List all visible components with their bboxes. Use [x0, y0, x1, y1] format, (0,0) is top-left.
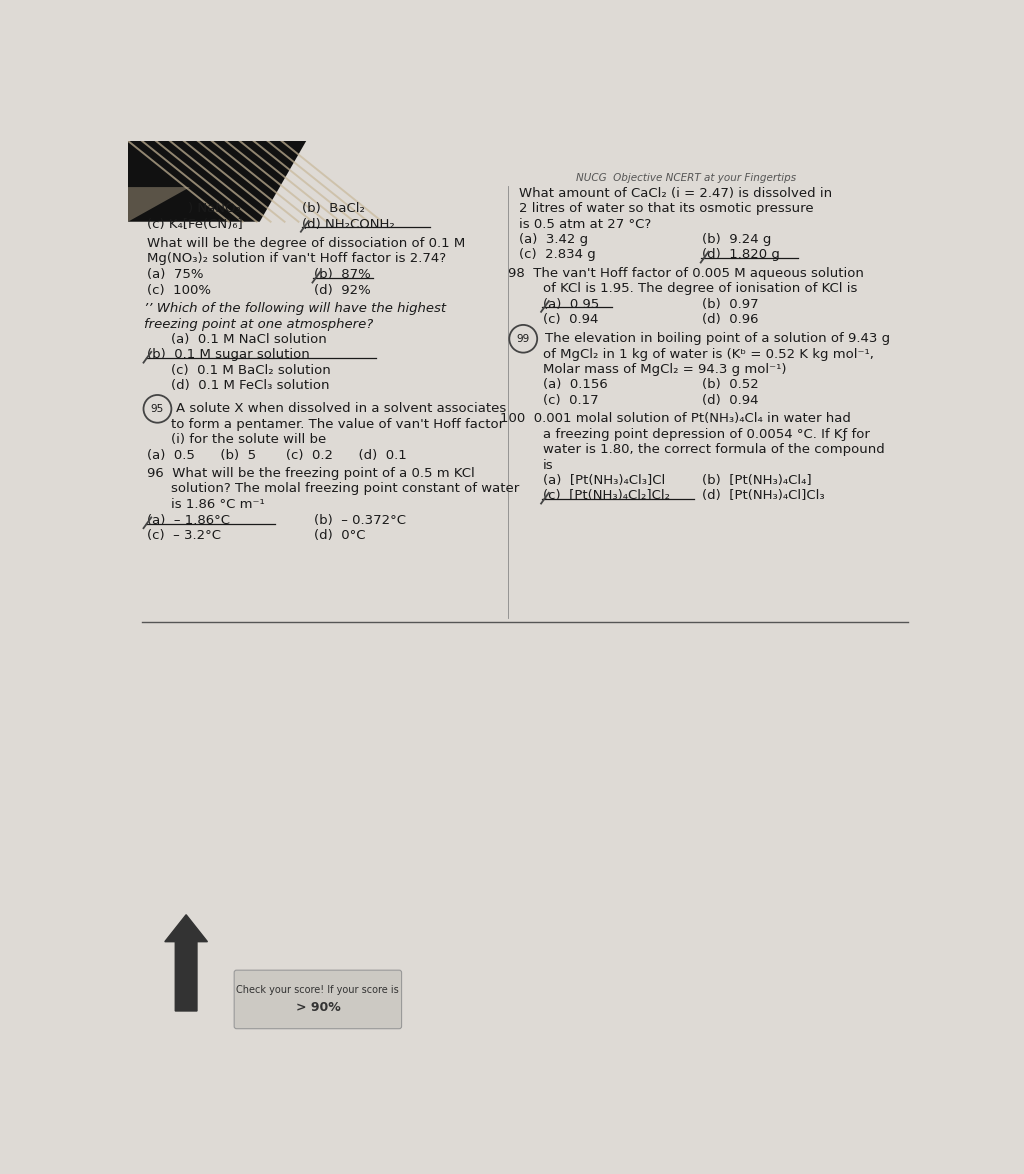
Text: NUCG  Objective NCERT at your Fingertips: NUCG Objective NCERT at your Fingertips: [575, 173, 796, 183]
Text: (c) K₄[Fe(CN)₆]: (c) K₄[Fe(CN)₆]: [147, 217, 243, 230]
Text: Mg(NO₃)₂ solution if van't Hoff factor is 2.74?: Mg(NO₃)₂ solution if van't Hoff factor i…: [147, 252, 446, 265]
Text: 2 litres of water so that its osmotic pressure: 2 litres of water so that its osmotic pr…: [519, 202, 814, 215]
Text: (a)  – 1.86°C: (a) – 1.86°C: [147, 514, 230, 527]
Text: (d)  0.96: (d) 0.96: [701, 313, 758, 326]
Text: is 0.5 atm at 27 °C?: is 0.5 atm at 27 °C?: [519, 217, 651, 230]
Text: (b)  0.1 M sugar solution: (b) 0.1 M sugar solution: [147, 349, 310, 362]
Text: 96  What will be the freezing point of a 0.5 m KCl: 96 What will be the freezing point of a …: [147, 467, 475, 480]
Text: ) NaNO₃: ) NaNO₃: [188, 202, 242, 215]
Text: What amount of CaCl₂ (i = 2.47) is dissolved in: What amount of CaCl₂ (i = 2.47) is disso…: [519, 187, 833, 200]
Text: (c)  2.834 g: (c) 2.834 g: [519, 249, 596, 262]
Text: (d)  0°C: (d) 0°C: [314, 529, 366, 542]
Text: (b)  0.52: (b) 0.52: [701, 378, 758, 391]
Text: (a)  0.156: (a) 0.156: [543, 378, 607, 391]
Text: What will be the degree of dissociation of 0.1 M: What will be the degree of dissociation …: [147, 237, 466, 250]
Text: Molar mass of MgCl₂ = 94.3 g mol⁻¹): Molar mass of MgCl₂ = 94.3 g mol⁻¹): [543, 363, 786, 376]
Text: (d) NH₂CONH₂: (d) NH₂CONH₂: [302, 217, 395, 230]
Text: (a)  0.95: (a) 0.95: [543, 298, 599, 311]
Text: (c)  0.94: (c) 0.94: [543, 313, 598, 326]
Text: (i) for the solute will be: (i) for the solute will be: [171, 433, 326, 446]
Text: (a)  0.5      (b)  5       (c)  0.2      (d)  0.1: (a) 0.5 (b) 5 (c) 0.2 (d) 0.1: [147, 448, 408, 461]
Text: 100  0.001 molal solution of Pt(NH₃)₄Cl₄ in water had: 100 0.001 molal solution of Pt(NH₃)₄Cl₄ …: [500, 412, 851, 425]
Text: 98  The van't Hoff factor of 0.005 M aqueous solution: 98 The van't Hoff factor of 0.005 M aque…: [508, 266, 863, 279]
Text: (b)  [Pt(NH₃)₄Cl₄]: (b) [Pt(NH₃)₄Cl₄]: [701, 474, 811, 487]
Text: (a)  [Pt(NH₃)₄Cl₃]Cl: (a) [Pt(NH₃)₄Cl₃]Cl: [543, 474, 665, 487]
Text: water is 1.80, the correct formula of the compound: water is 1.80, the correct formula of th…: [543, 443, 885, 457]
Text: is 1.86 °C m⁻¹: is 1.86 °C m⁻¹: [171, 498, 264, 511]
Text: (c)  0.17: (c) 0.17: [543, 393, 598, 407]
Text: ’’ Which of the following will have the highest: ’’ Which of the following will have the …: [143, 302, 445, 316]
Text: (a)  3.42 g: (a) 3.42 g: [519, 232, 589, 245]
Text: (b)  BaCl₂: (b) BaCl₂: [302, 202, 366, 215]
Text: 95: 95: [151, 404, 164, 414]
FancyArrow shape: [165, 915, 208, 1011]
Text: (b)  87%: (b) 87%: [314, 269, 371, 282]
Text: 99: 99: [517, 333, 529, 344]
Text: (c)  [Pt(NH₃)₄Cl₂]Cl₂: (c) [Pt(NH₃)₄Cl₂]Cl₂: [543, 490, 670, 502]
Text: of MgCl₂ in 1 kg of water is (Kᵇ = 0.52 K kg mol⁻¹,: of MgCl₂ in 1 kg of water is (Kᵇ = 0.52 …: [543, 348, 873, 360]
Text: a freezing point depression of 0.0054 °C. If Kƒ for: a freezing point depression of 0.0054 °C…: [543, 427, 869, 440]
Text: (d)  92%: (d) 92%: [314, 284, 371, 297]
Text: (d)  0.94: (d) 0.94: [701, 393, 758, 407]
Text: is: is: [543, 459, 553, 472]
Text: (c)  0.1 M BaCl₂ solution: (c) 0.1 M BaCl₂ solution: [171, 364, 331, 377]
Text: The elevation in boiling point of a solution of 9.43 g: The elevation in boiling point of a solu…: [545, 332, 890, 345]
Text: A solute X when dissolved in a solvent associates: A solute X when dissolved in a solvent a…: [176, 403, 506, 416]
Polygon shape: [128, 187, 190, 222]
Text: (c)  – 3.2°C: (c) – 3.2°C: [147, 529, 221, 542]
Text: (d)  0.1 M FeCl₃ solution: (d) 0.1 M FeCl₃ solution: [171, 379, 329, 392]
Text: (a)  0.1 M NaCl solution: (a) 0.1 M NaCl solution: [171, 333, 327, 346]
Text: (b)  0.97: (b) 0.97: [701, 298, 758, 311]
Text: solution? The molal freezing point constant of water: solution? The molal freezing point const…: [171, 483, 519, 495]
Text: (c)  100%: (c) 100%: [147, 284, 211, 297]
Text: of KCl is 1.95. The degree of ionisation of KCl is: of KCl is 1.95. The degree of ionisation…: [543, 282, 857, 295]
Text: (d)  1.820 g: (d) 1.820 g: [701, 249, 779, 262]
Text: (d)  [Pt(NH₃)₄Cl]Cl₃: (d) [Pt(NH₃)₄Cl]Cl₃: [701, 490, 824, 502]
Text: (a)  75%: (a) 75%: [147, 269, 204, 282]
Text: freezing point at one atmosphere?: freezing point at one atmosphere?: [143, 318, 373, 331]
Text: Check your score! If your score is: Check your score! If your score is: [237, 985, 399, 996]
Text: > 90%: > 90%: [296, 1000, 340, 1013]
Text: (b)  9.24 g: (b) 9.24 g: [701, 232, 771, 245]
Text: (b)  – 0.372°C: (b) – 0.372°C: [314, 514, 406, 527]
FancyBboxPatch shape: [234, 970, 401, 1028]
Polygon shape: [128, 141, 306, 222]
Text: to form a pentamer. The value of van't Hoff factor: to form a pentamer. The value of van't H…: [171, 418, 504, 431]
